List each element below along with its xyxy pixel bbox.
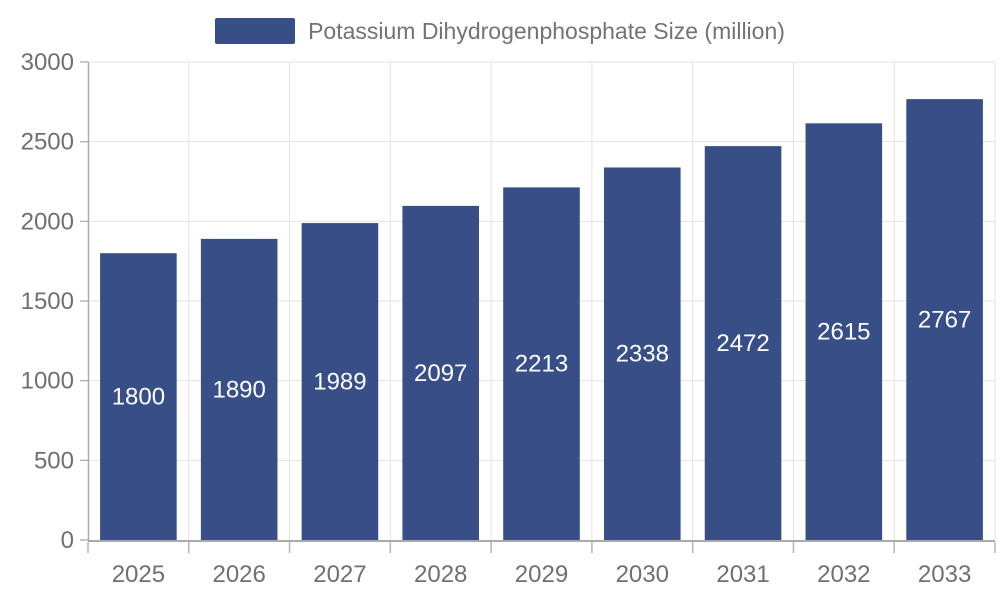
bar-value-label: 1890 (212, 376, 265, 403)
legend-swatch (215, 18, 296, 44)
y-axis-tick-label: 1500 (21, 288, 74, 315)
x-axis-tick-label: 2032 (817, 561, 870, 588)
bar-2028 (402, 205, 480, 541)
x-axis-tick-label: 2028 (414, 561, 467, 588)
bar-value-label: 2213 (515, 351, 568, 378)
y-axis-tick-label: 0 (61, 527, 74, 554)
x-axis-tick-label: 2030 (616, 561, 669, 588)
bar-value-label: 2338 (616, 341, 669, 368)
legend-label: Potassium Dihydrogenphosphate Size (mill… (308, 18, 785, 44)
bar-2031 (704, 146, 782, 541)
x-axis-tick-label: 2033 (918, 561, 971, 588)
x-axis-tick-label: 2027 (313, 561, 366, 588)
bar-2029 (503, 187, 580, 541)
bar-value-label: 1989 (313, 369, 366, 396)
bar-value-label: 1800 (112, 384, 165, 411)
bar-2032 (805, 123, 883, 541)
y-axis-tick-label: 500 (34, 447, 74, 474)
legend-item[interactable]: Potassium Dihydrogenphosphate Size (mill… (0, 18, 1000, 44)
bar-2033 (906, 99, 983, 540)
x-axis-tick-label: 2029 (515, 561, 568, 588)
bar-2026 (200, 238, 278, 541)
y-axis-tick-label: 2500 (21, 129, 74, 156)
bar-value-label: 2472 (716, 330, 769, 357)
bar-value-label: 2615 (817, 319, 870, 346)
y-axis-tick-label: 1000 (21, 368, 74, 395)
bar-2025 (100, 253, 177, 540)
x-axis-tick-label: 2026 (212, 561, 265, 588)
y-axis-tick-label: 3000 (21, 49, 74, 76)
bar-value-label: 2097 (414, 360, 467, 387)
bar-2027 (301, 223, 379, 540)
bar-value-label: 2767 (918, 307, 971, 334)
y-axis-tick-label: 2000 (21, 208, 74, 235)
bar-2030 (603, 167, 681, 540)
x-axis-tick-label: 2031 (716, 561, 769, 588)
x-axis-tick-label: 2025 (112, 561, 165, 588)
